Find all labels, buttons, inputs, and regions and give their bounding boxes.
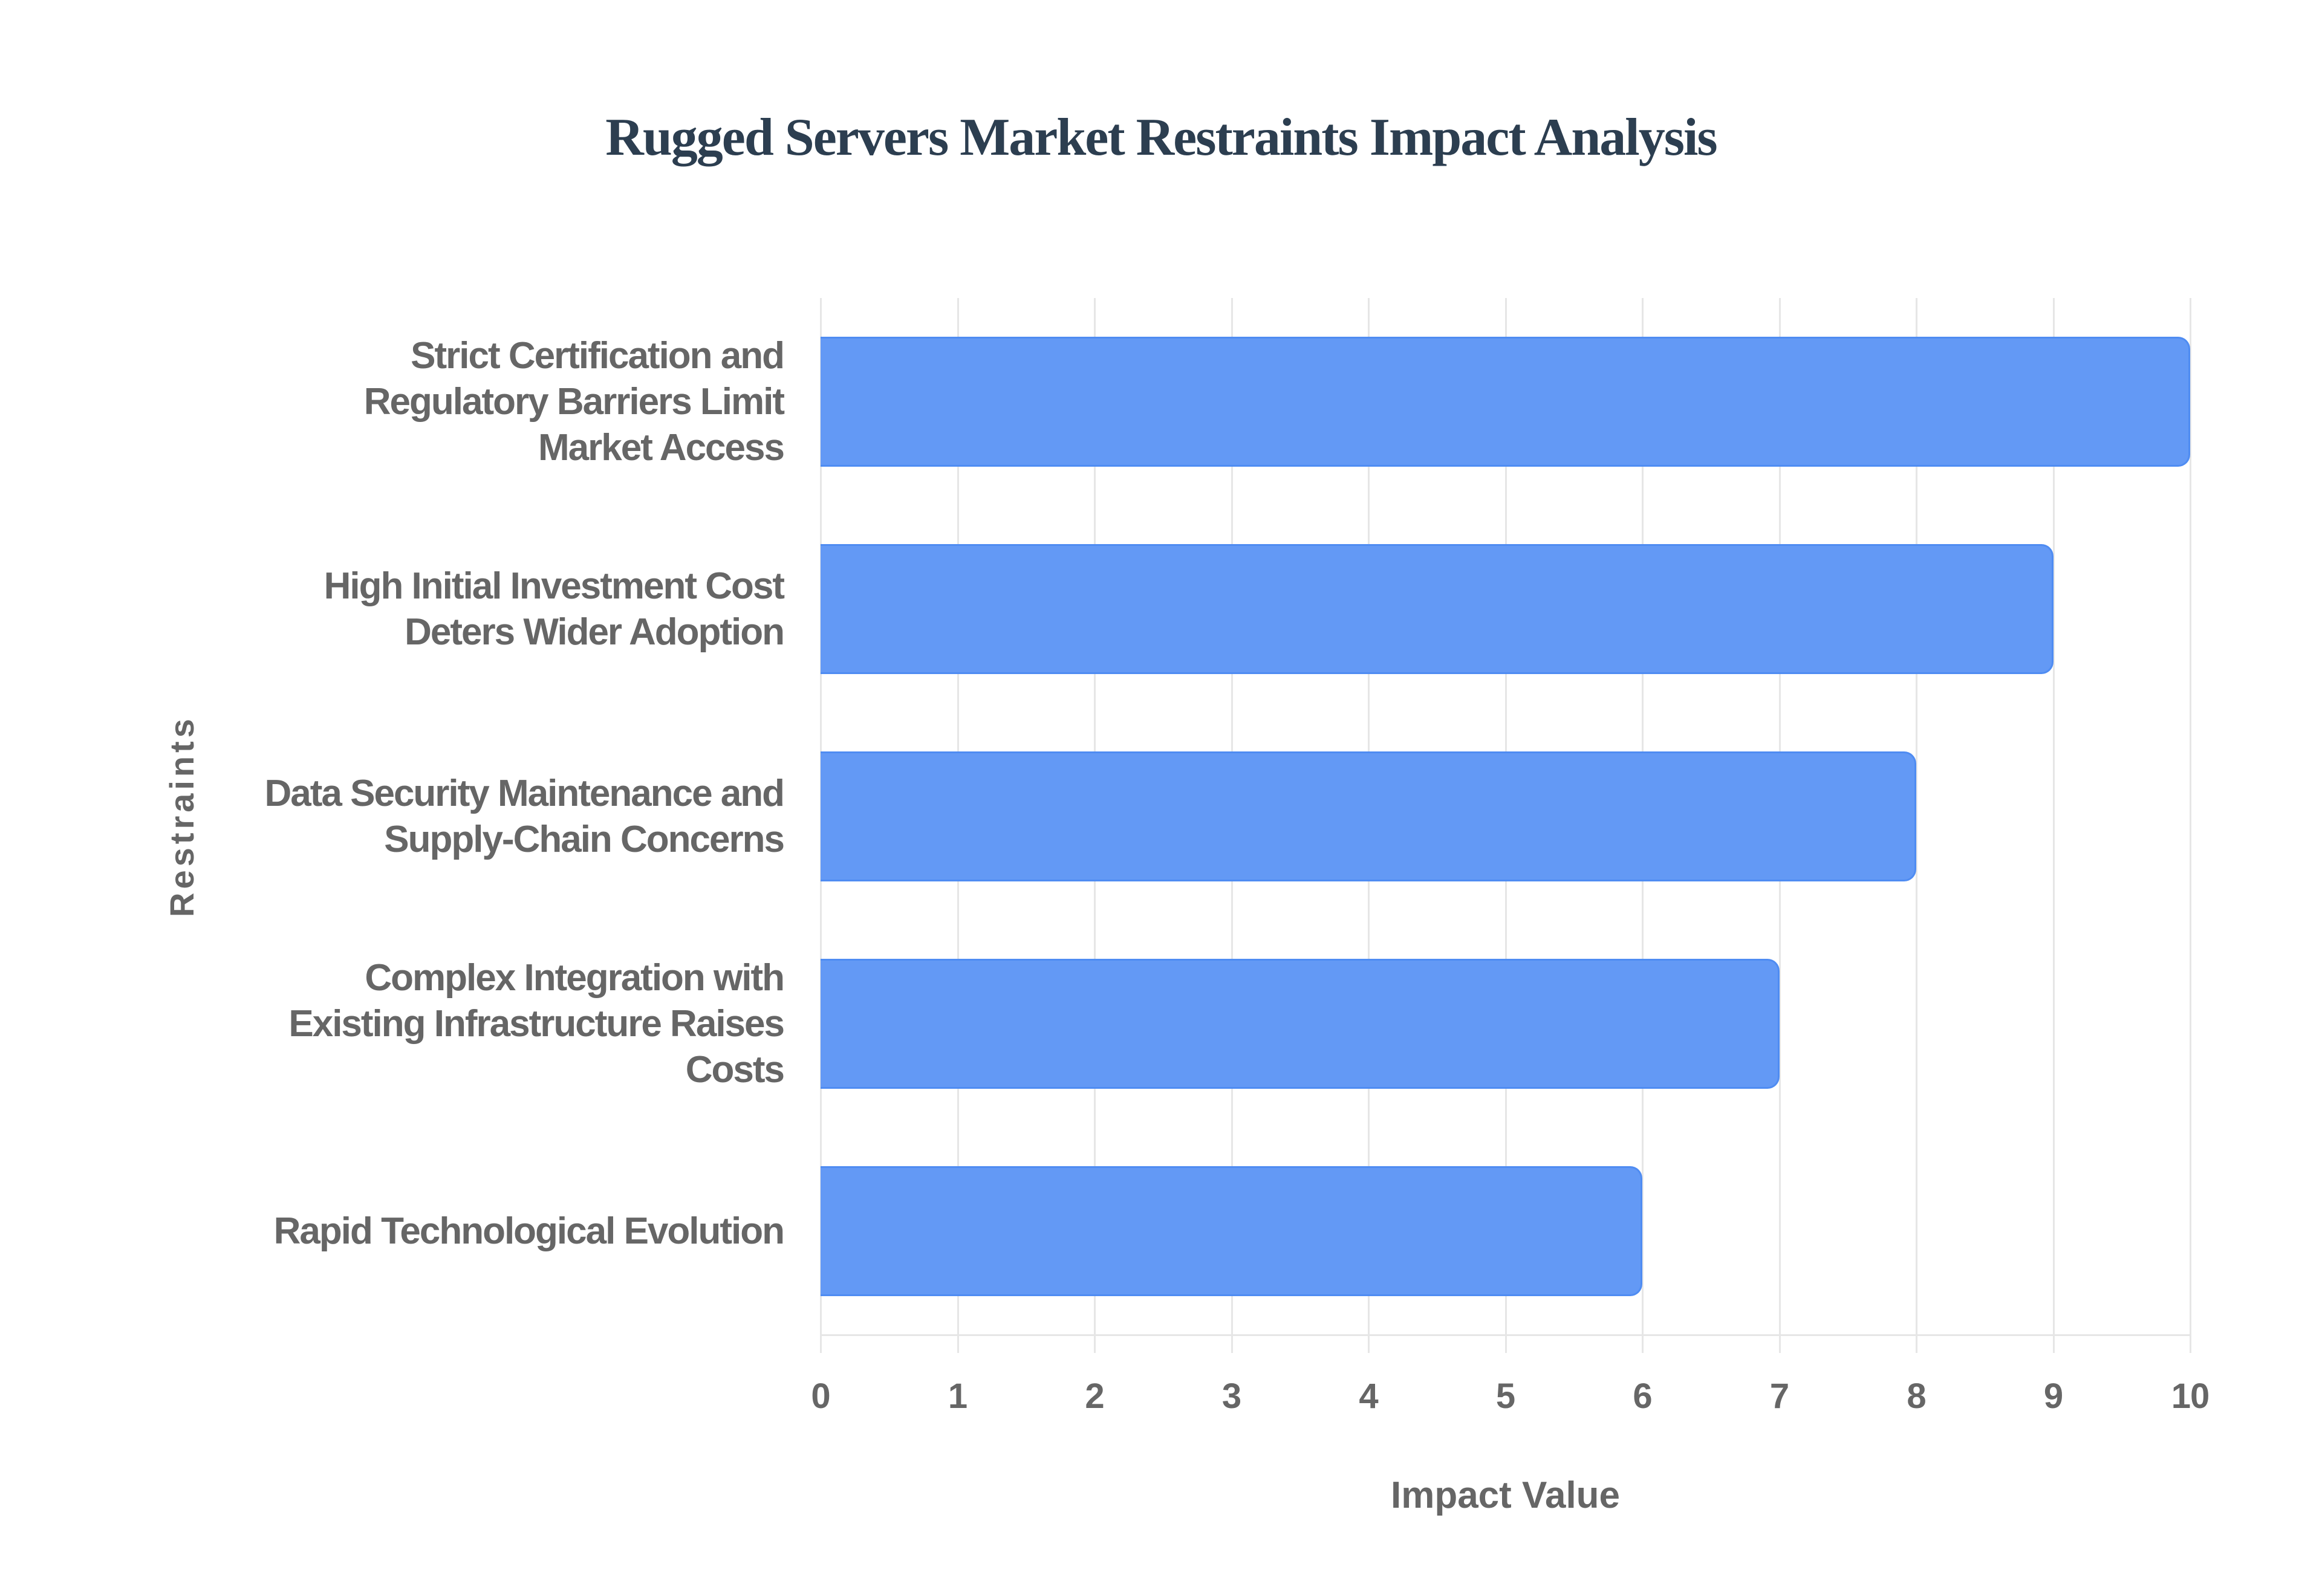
y-category-label: Complex Integration with Existing Infrast… [119, 920, 785, 1127]
gridline [1916, 298, 1917, 1353]
chart-title: Rugged Servers Market Restraints Impact … [605, 108, 1717, 167]
y-category-label: Strict Certification and Regulatory Barri… [119, 298, 785, 505]
y-category-label-line: Data Security Maintenance and [264, 772, 785, 814]
x-tick-label: 7 [1769, 1377, 1789, 1416]
y-category-label: Data Security Maintenance and Supply-Chai… [119, 713, 785, 920]
x-tick-label: 10 [2171, 1377, 2210, 1416]
x-tick-label: 4 [1359, 1377, 1378, 1416]
x-tick-label: 1 [948, 1377, 968, 1416]
gridline [2190, 298, 2191, 1353]
y-category-label: Rapid Technological Evolution [119, 1127, 785, 1335]
x-tick-label: 2 [1085, 1377, 1104, 1416]
y-category-label-line: Costs [685, 1048, 785, 1091]
bar[interactable] [821, 959, 1780, 1089]
x-tick-label: 6 [1633, 1377, 1652, 1416]
x-axis-title: Impact Value [1390, 1474, 1621, 1516]
x-tick-label: 9 [2043, 1377, 2063, 1416]
x-tick-label: 5 [1495, 1377, 1515, 1416]
y-category-label-line: High Initial Investment Cost [324, 565, 785, 607]
x-tick-label: 8 [1907, 1377, 1926, 1416]
x-axis-line [821, 1334, 2190, 1336]
y-category-label-line: Strict Certification and [411, 334, 785, 377]
y-category-label-line: Complex Integration with [365, 956, 785, 999]
y-category-label-line: Supply-Chain Concerns [384, 818, 785, 860]
bar[interactable] [821, 1166, 1642, 1296]
y-category-label: High Initial Investment Cost Deters Wider… [119, 505, 785, 713]
bar[interactable] [821, 544, 2054, 674]
x-tick-label: 0 [811, 1377, 830, 1416]
y-category-label-line: Rapid Technological Evolution [273, 1210, 785, 1252]
plot-area [820, 298, 2191, 1353]
bar[interactable] [821, 337, 2190, 467]
y-category-label-line: Regulatory Barriers Limit [363, 380, 785, 423]
y-category-label-line: Deters Wider Adoption [405, 611, 785, 653]
bar[interactable] [821, 751, 1916, 881]
x-tick-label: 3 [1221, 1377, 1241, 1416]
y-category-label-line: Existing Infrastructure Raises [288, 1002, 785, 1045]
gridline [2052, 298, 2055, 1353]
y-category-label-line: Market Access [538, 426, 785, 469]
